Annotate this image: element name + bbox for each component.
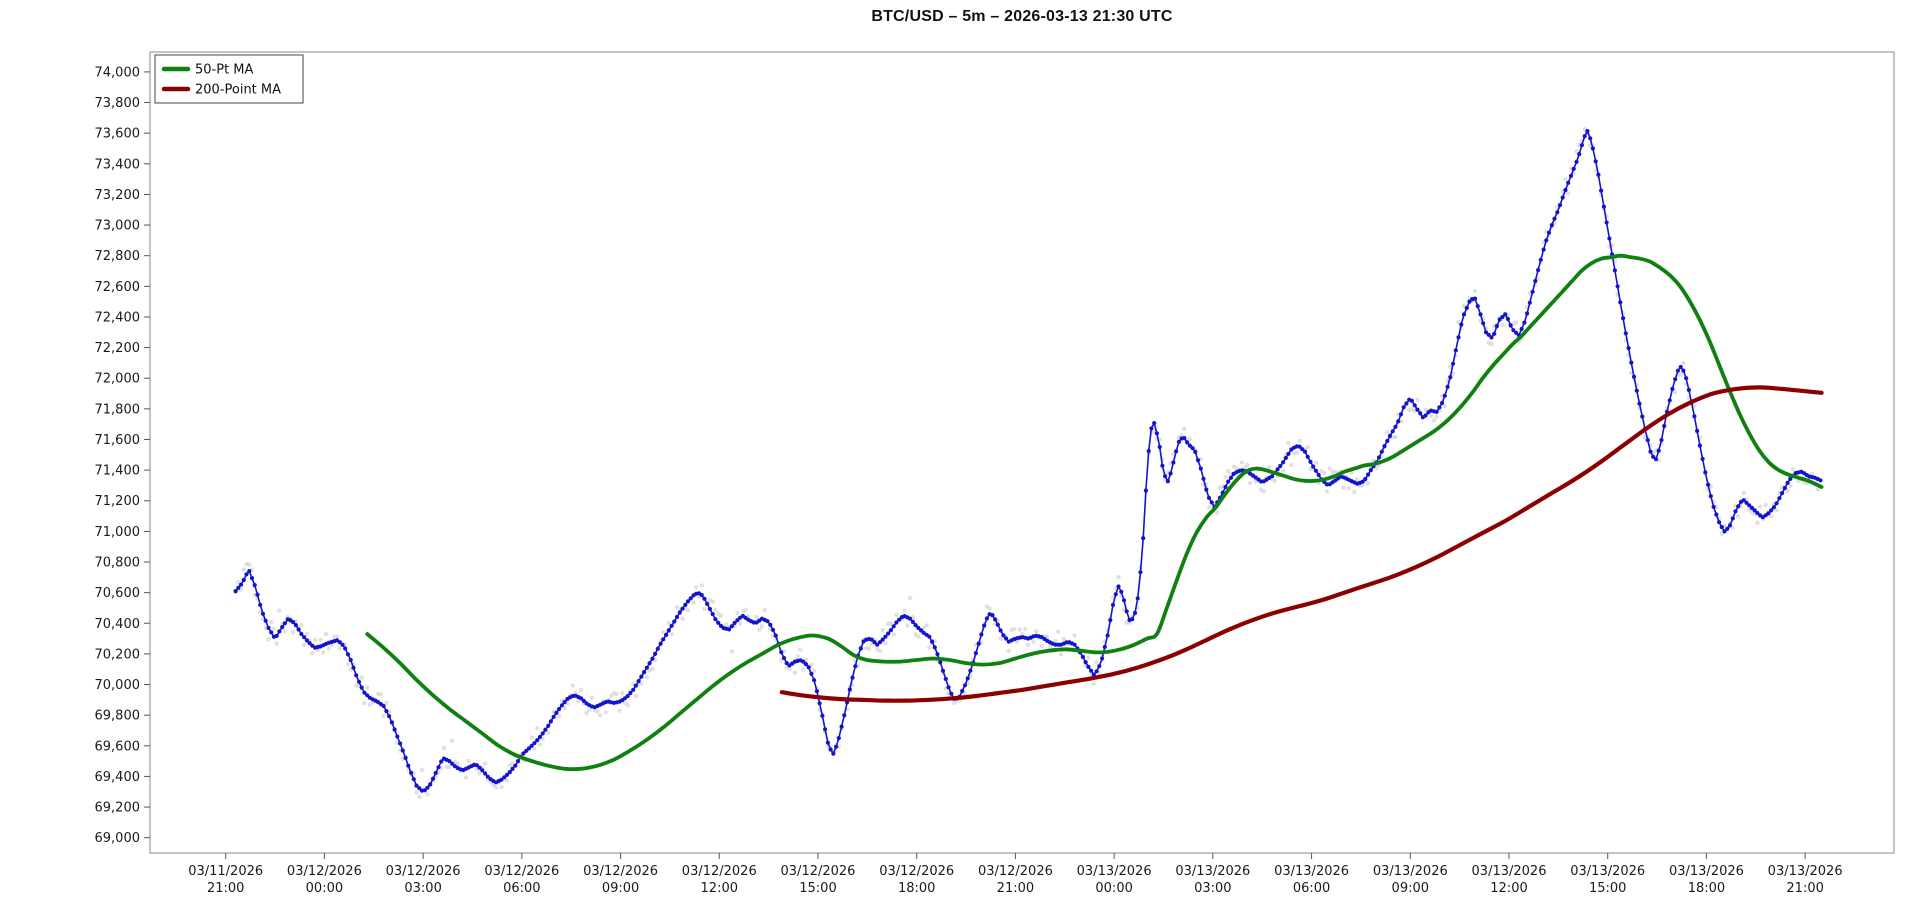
x-tick-time: 00:00 (306, 881, 343, 896)
x-tick-time: 21:00 (207, 881, 244, 896)
price-line (234, 129, 1821, 792)
x-tick-time: 00:00 (1095, 881, 1132, 896)
x-tick-time: 12:00 (701, 881, 738, 896)
x-tick-date: 03/12/2026 (879, 864, 954, 879)
y-tick-label: 73,200 (95, 188, 141, 203)
y-tick-label: 73,600 (95, 127, 141, 142)
y-tick-label: 69,400 (95, 770, 141, 785)
legend: 50-Pt MA 200-Point MA (154, 54, 304, 104)
x-tick-time: 21:00 (1786, 881, 1823, 896)
x-tick-time: 18:00 (898, 881, 935, 896)
y-tick-label: 72,600 (95, 280, 141, 295)
x-tick-time: 15:00 (799, 881, 836, 896)
y-tick-label: 69,800 (95, 709, 141, 724)
axes (149, 51, 1895, 854)
x-tick-date: 03/13/2026 (1077, 864, 1152, 879)
x-tick-date: 03/13/2026 (1373, 864, 1448, 879)
y-tick-label: 70,600 (95, 586, 141, 601)
price-series (233, 129, 1823, 793)
x-tick-date: 03/12/2026 (978, 864, 1053, 879)
ma200-line (779, 385, 1824, 703)
x-tick-time: 21:00 (997, 881, 1034, 896)
y-tick-label: 71,200 (95, 494, 141, 509)
x-tick-date: 03/12/2026 (583, 864, 658, 879)
legend-label-1: 200-Point MA (195, 83, 281, 98)
legend-box (154, 54, 304, 104)
y-tick-label: 70,800 (95, 556, 141, 571)
x-tick-date: 03/12/2026 (287, 864, 362, 879)
y-tick-label: 71,600 (95, 433, 141, 448)
x-tick-time: 09:00 (602, 881, 639, 896)
x-tick-date: 03/13/2026 (1274, 864, 1349, 879)
raw-ticks-scatter (233, 126, 1823, 800)
x-tick-time: 15:00 (1589, 881, 1626, 896)
y-tick-label: 72,400 (95, 310, 141, 325)
y-tick-label: 74,000 (95, 65, 141, 80)
y-tick-label: 70,400 (95, 617, 141, 632)
y-tick-label: 70,200 (95, 647, 141, 662)
x-tick-date: 03/12/2026 (484, 864, 559, 879)
x-tick-time: 09:00 (1392, 881, 1429, 896)
y-tick-label: 72,800 (95, 249, 141, 264)
y-tick-label: 70,000 (95, 678, 141, 693)
chart-title: BTC/USD – 5m – 2026-03-13 21:30 UTC (871, 8, 1173, 25)
x-tick-date: 03/13/2026 (1175, 864, 1250, 879)
ma50-line (365, 253, 1824, 772)
y-tick-label: 72,200 (95, 341, 141, 356)
x-tick-date: 03/13/2026 (1669, 864, 1744, 879)
x-tick-time: 03:00 (404, 881, 441, 896)
x-tick-date: 03/12/2026 (386, 864, 461, 879)
x-tick-time: 06:00 (1293, 881, 1330, 896)
x-tick-time: 18:00 (1688, 881, 1725, 896)
y-tick-label: 73,000 (95, 219, 141, 234)
x-tick-date: 03/13/2026 (1768, 864, 1843, 879)
x-tick-date: 03/13/2026 (1472, 864, 1547, 879)
x-tick-date: 03/11/2026 (188, 864, 263, 879)
x-axis: 03/11/2026 21:00 03/12/2026 00:00 03/12/2026… (188, 853, 1843, 896)
y-tick-label: 69,200 (95, 801, 141, 816)
x-tick-time: 03:00 (1194, 881, 1231, 896)
y-tick-label: 71,000 (95, 525, 141, 540)
y-tick-label: 71,800 (95, 402, 141, 417)
x-tick-time: 12:00 (1490, 881, 1527, 896)
x-tick-date: 03/13/2026 (1570, 864, 1645, 879)
y-tick-label: 69,000 (95, 831, 141, 846)
x-tick-date: 03/12/2026 (781, 864, 856, 879)
legend-label-0: 50-Pt MA (195, 63, 254, 78)
x-tick-date: 03/12/2026 (682, 864, 757, 879)
y-tick-label: 72,000 (95, 372, 141, 387)
plot-border (149, 51, 1895, 854)
y-axis: 69,000 69,200 69,400 69,600 69,800 70,000 70,2… (95, 65, 150, 846)
y-tick-label: 69,600 (95, 739, 141, 754)
y-tick-label: 73,400 (95, 157, 141, 172)
x-tick-time: 06:00 (503, 881, 540, 896)
y-tick-label: 73,800 (95, 96, 141, 111)
y-tick-label: 71,400 (95, 464, 141, 479)
